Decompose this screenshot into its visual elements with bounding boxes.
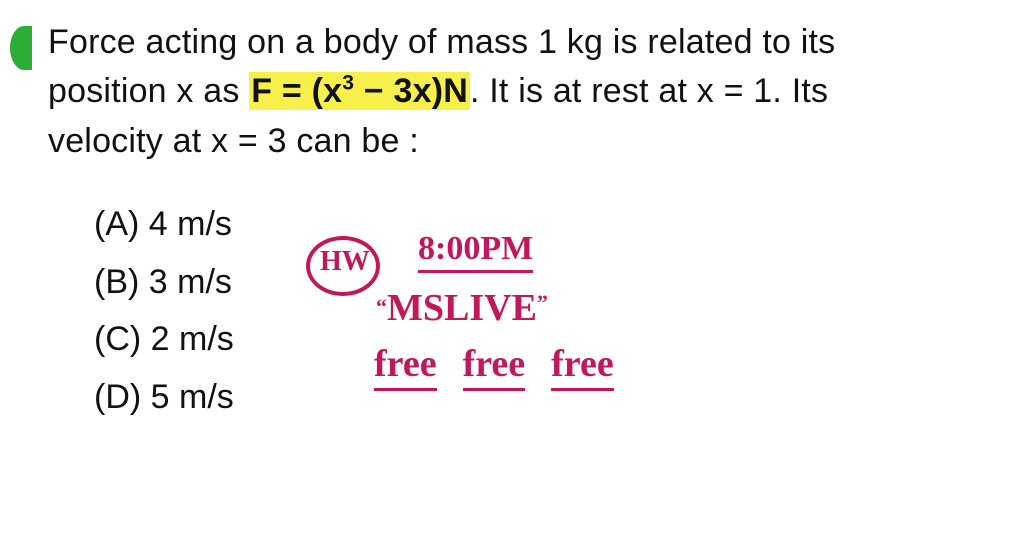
q-line2-post: . It is at rest at x = 1. Its [470,72,828,110]
mslive-text: MSLIVE [387,286,537,330]
open-quote-icon: “ [376,286,387,320]
option-a: (A) 4 m/s [94,196,1000,254]
close-quote-icon: ” [537,286,548,316]
free-word: free [374,344,437,391]
annotation-free-row: free free free [374,344,614,391]
free-word: free [463,344,526,391]
option-letter: (C) [94,320,141,358]
q-line2-pre: position x as [48,72,249,110]
q-line1: Force acting on a body of mass 1 kg is r… [48,23,835,61]
annotation-time: 8:00PM [418,230,533,273]
annotation-mslive: “ MSLIVE ” [376,286,548,330]
annotation-hw: HW [320,246,370,278]
option-letter: (B) [94,263,139,301]
option-text: 5 m/s [151,378,234,416]
option-text: 3 m/s [149,263,232,301]
q-highlight: F = (x3 − 3x)N [249,72,470,110]
option-text: 2 m/s [151,320,234,358]
option-text: 4 m/s [149,205,232,243]
free-word: free [551,344,614,391]
q-line3: velocity at x = 3 can be : [48,122,419,160]
option-letter: (A) [94,205,139,243]
question-text: Force acting on a body of mass 1 kg is r… [48,18,1000,166]
option-letter: (D) [94,378,141,416]
question-bullet [10,26,32,70]
